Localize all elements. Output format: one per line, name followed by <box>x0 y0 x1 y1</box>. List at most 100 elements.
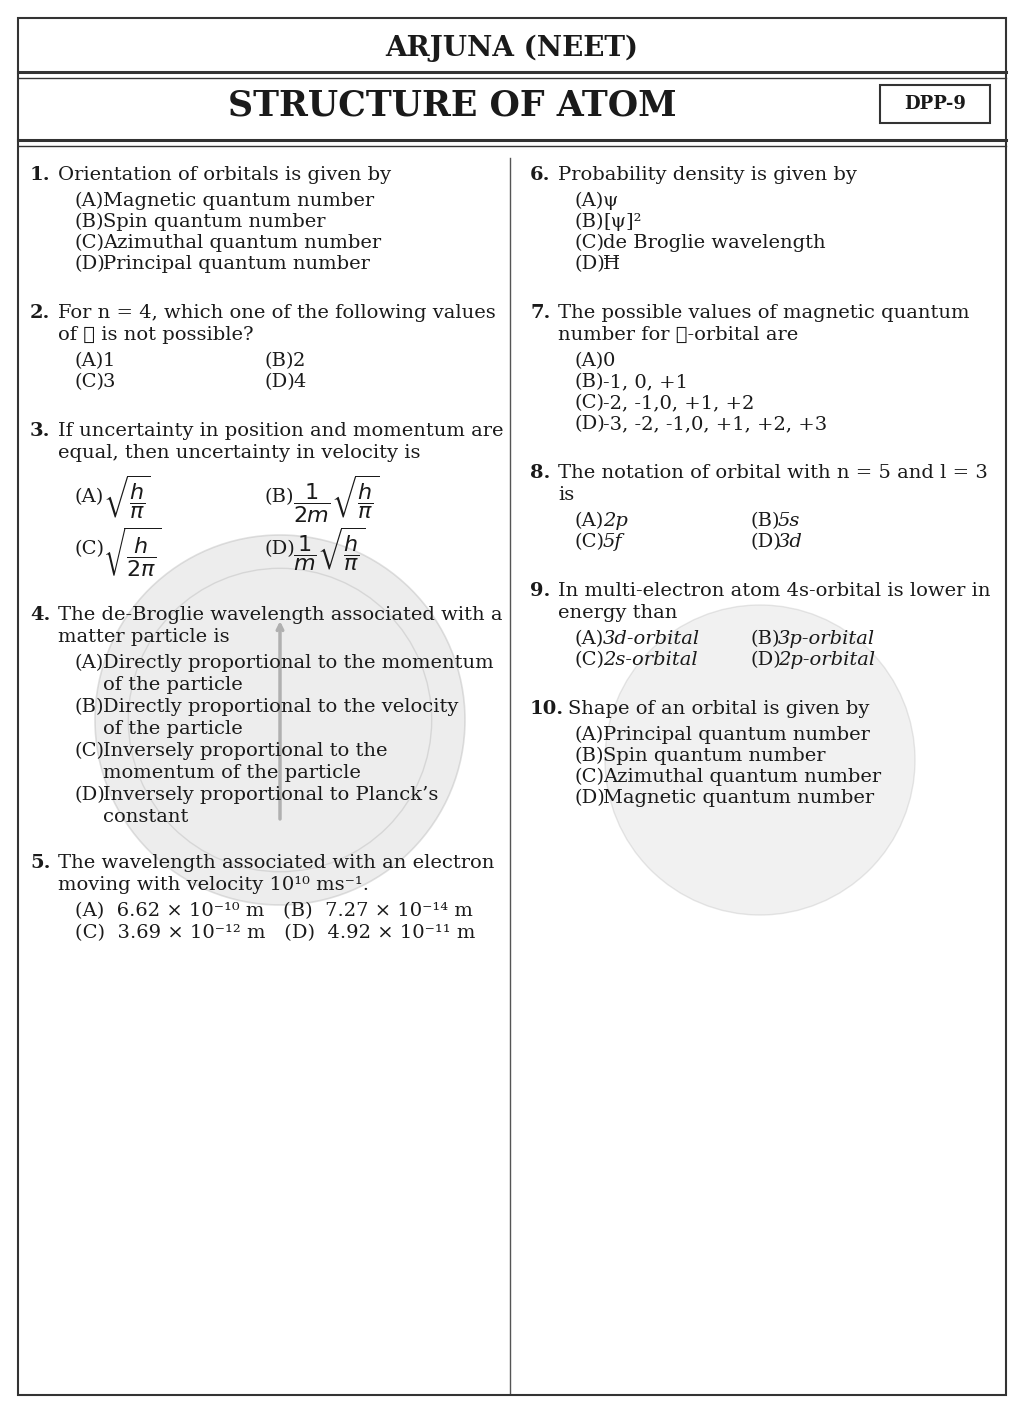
Text: of the particle: of the particle <box>103 721 243 738</box>
Text: 1.: 1. <box>30 165 50 184</box>
Text: Principal quantum number: Principal quantum number <box>103 254 370 273</box>
Text: of ℓ is not possible?: of ℓ is not possible? <box>58 326 254 343</box>
Text: 3: 3 <box>103 373 116 391</box>
Text: 4.: 4. <box>30 606 50 625</box>
Text: (A): (A) <box>75 654 104 673</box>
Text: -3, -2, -1,0, +1, +2, +3: -3, -2, -1,0, +1, +2, +3 <box>603 415 827 432</box>
Text: (C): (C) <box>575 769 605 786</box>
Text: -1, 0, +1: -1, 0, +1 <box>603 373 688 391</box>
Text: (A)  6.62 × 10⁻¹⁰ m   (B)  7.27 × 10⁻¹⁴ m: (A) 6.62 × 10⁻¹⁰ m (B) 7.27 × 10⁻¹⁴ m <box>75 901 473 920</box>
Text: Azimuthal quantum number: Azimuthal quantum number <box>103 235 381 252</box>
Text: $\sqrt{\dfrac{h}{2\pi}}$: $\sqrt{\dfrac{h}{2\pi}}$ <box>103 526 162 579</box>
Text: Principal quantum number: Principal quantum number <box>603 726 869 745</box>
Text: (B): (B) <box>575 747 604 764</box>
Text: is: is <box>558 486 574 504</box>
Text: (A): (A) <box>75 192 104 211</box>
Text: 8.: 8. <box>530 463 550 482</box>
Text: The possible values of magnetic quantum: The possible values of magnetic quantum <box>558 304 970 322</box>
Text: (C): (C) <box>575 394 605 413</box>
Text: equal, then uncertainty in velocity is: equal, then uncertainty in velocity is <box>58 444 421 462</box>
Text: (C): (C) <box>575 235 605 252</box>
Text: (C): (C) <box>75 742 105 760</box>
Text: (D): (D) <box>75 786 105 804</box>
Text: (C)  3.69 × 10⁻¹² m   (D)  4.92 × 10⁻¹¹ m: (C) 3.69 × 10⁻¹² m (D) 4.92 × 10⁻¹¹ m <box>75 924 475 942</box>
Circle shape <box>95 536 465 904</box>
Text: Probability density is given by: Probability density is given by <box>558 165 857 184</box>
Text: [ψ]²: [ψ]² <box>603 213 641 230</box>
Text: (B): (B) <box>750 512 779 530</box>
Text: In multi-electron atom 4s-orbital is lower in: In multi-electron atom 4s-orbital is low… <box>558 582 990 601</box>
Text: 0: 0 <box>603 352 615 370</box>
Text: 2p: 2p <box>603 512 628 530</box>
Text: (A): (A) <box>575 352 604 370</box>
Text: For n = 4, which one of the following values: For n = 4, which one of the following va… <box>58 304 496 322</box>
Text: 3.: 3. <box>30 422 50 439</box>
Text: Spin quantum number: Spin quantum number <box>103 213 326 230</box>
Text: Azimuthal quantum number: Azimuthal quantum number <box>603 769 881 786</box>
Text: 2s-orbital: 2s-orbital <box>603 651 697 668</box>
Text: Ħ: Ħ <box>603 254 621 273</box>
Text: (A): (A) <box>75 487 104 506</box>
Text: Inversely proportional to the: Inversely proportional to the <box>103 742 387 760</box>
Text: Directly proportional to the velocity: Directly proportional to the velocity <box>103 698 459 716</box>
Text: (D): (D) <box>75 254 105 273</box>
Text: 5f: 5f <box>603 533 623 551</box>
Text: (A): (A) <box>575 512 604 530</box>
Text: 4: 4 <box>293 373 305 391</box>
Text: de Broglie wavelength: de Broglie wavelength <box>603 235 825 252</box>
Text: The de-Broglie wavelength associated with a: The de-Broglie wavelength associated wit… <box>58 606 503 625</box>
Text: (B): (B) <box>75 698 104 716</box>
Text: 3d: 3d <box>778 533 803 551</box>
Text: (A): (A) <box>575 630 604 649</box>
Text: ARJUNA (NEET): ARJUNA (NEET) <box>385 35 639 62</box>
Text: (A): (A) <box>75 352 104 370</box>
Text: moving with velocity 10¹⁰ ms⁻¹.: moving with velocity 10¹⁰ ms⁻¹. <box>58 876 369 894</box>
Text: 5.: 5. <box>30 853 50 872</box>
Text: Magnetic quantum number: Magnetic quantum number <box>603 788 874 807</box>
Text: 1: 1 <box>103 352 116 370</box>
Text: (C): (C) <box>575 533 605 551</box>
Text: number for ℓ-orbital are: number for ℓ-orbital are <box>558 326 799 343</box>
Text: -2, -1,0, +1, +2: -2, -1,0, +1, +2 <box>603 394 755 413</box>
Text: $\sqrt{\dfrac{h}{\pi}}$: $\sqrt{\dfrac{h}{\pi}}$ <box>103 473 151 521</box>
Text: (D): (D) <box>575 254 606 273</box>
Text: Directly proportional to the momentum: Directly proportional to the momentum <box>103 654 494 673</box>
Text: momentum of the particle: momentum of the particle <box>103 764 360 781</box>
Text: 2.: 2. <box>30 304 50 322</box>
Text: DPP-9: DPP-9 <box>904 95 966 113</box>
Text: (D): (D) <box>265 373 296 391</box>
Text: 5s: 5s <box>778 512 801 530</box>
Text: matter particle is: matter particle is <box>58 627 229 646</box>
Text: 3p-orbital: 3p-orbital <box>778 630 876 649</box>
Text: STRUCTURE OF ATOM: STRUCTURE OF ATOM <box>227 88 676 122</box>
Text: (D): (D) <box>750 651 780 668</box>
Text: (B): (B) <box>750 630 779 649</box>
Text: 2p-orbital: 2p-orbital <box>778 651 876 668</box>
Text: 3d-orbital: 3d-orbital <box>603 630 700 649</box>
Text: The notation of orbital with n = 5 and l = 3: The notation of orbital with n = 5 and l… <box>558 463 988 482</box>
Text: (D): (D) <box>750 533 780 551</box>
Text: 9.: 9. <box>530 582 550 601</box>
Text: constant: constant <box>103 808 188 827</box>
Text: (A): (A) <box>575 726 604 745</box>
Text: 7.: 7. <box>530 304 550 322</box>
Text: Spin quantum number: Spin quantum number <box>603 747 825 764</box>
Text: (B): (B) <box>265 487 295 506</box>
Text: (B): (B) <box>575 373 604 391</box>
Text: (C): (C) <box>75 540 105 558</box>
Text: $\dfrac{1}{2m}\sqrt{\dfrac{h}{\pi}}$: $\dfrac{1}{2m}\sqrt{\dfrac{h}{\pi}}$ <box>293 473 379 526</box>
Text: (A): (A) <box>575 192 604 211</box>
Text: energy than: energy than <box>558 603 677 622</box>
Text: (D): (D) <box>575 415 606 432</box>
Text: Magnetic quantum number: Magnetic quantum number <box>103 192 374 211</box>
Text: 2: 2 <box>293 352 305 370</box>
Text: The wavelength associated with an electron: The wavelength associated with an electr… <box>58 853 495 872</box>
Text: Inversely proportional to Planck’s: Inversely proportional to Planck’s <box>103 786 438 804</box>
Text: Orientation of orbitals is given by: Orientation of orbitals is given by <box>58 165 391 184</box>
Text: (D): (D) <box>265 540 296 558</box>
Text: (C): (C) <box>75 373 105 391</box>
Text: (D): (D) <box>575 788 606 807</box>
Text: 10.: 10. <box>530 699 564 718</box>
Text: $\dfrac{1}{m}\sqrt{\dfrac{h}{\pi}}$: $\dfrac{1}{m}\sqrt{\dfrac{h}{\pi}}$ <box>293 526 366 574</box>
FancyBboxPatch shape <box>880 85 990 123</box>
